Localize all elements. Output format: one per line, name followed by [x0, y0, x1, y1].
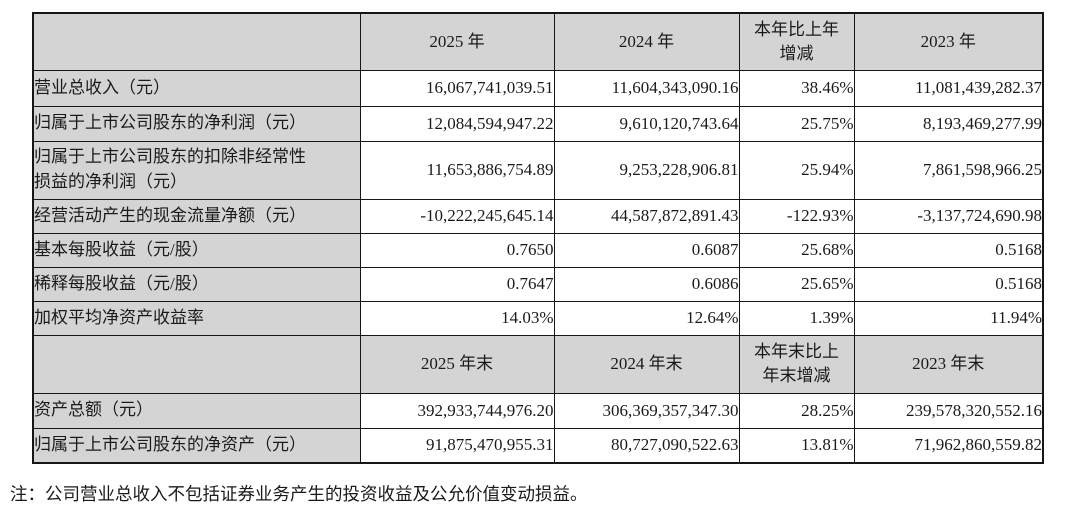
table-row-operating-cash-flow: 经营活动产生的现金流量净额（元） -10,222,245,645.14 44,5… [32, 198, 1044, 234]
cell-change-value: 13.81% [738, 427, 855, 464]
table-header-row-period-end: 2025 年末 2024 年末 本年末比上 年末增减 2023 年末 [32, 334, 1044, 394]
column-header-2024-year-end: 2024 年末 [553, 334, 740, 394]
cell-change-value: 25.68% [738, 232, 855, 268]
header-blank-cell [32, 334, 361, 394]
cell-2023-value: 11.94% [853, 300, 1044, 336]
row-label: 归属于上市公司股东的净利润（元） [32, 105, 361, 142]
cell-change-value: 28.25% [738, 392, 855, 429]
cell-2025-value: -10,222,245,645.14 [359, 198, 555, 234]
cell-change-value: 25.94% [738, 140, 855, 200]
column-header-yoy-change: 本年比上年 增减 [738, 12, 855, 71]
table-header-row-annual: 2025 年 2024 年 本年比上年 增减 2023 年 [32, 12, 1044, 71]
cell-2025-value: 16,067,741,039.51 [359, 69, 555, 107]
cell-2025-value: 392,933,744,976.20 [359, 392, 555, 429]
cell-2024-value: 306,369,357,347.30 [553, 392, 740, 429]
cell-2025-value: 0.7650 [359, 232, 555, 268]
cell-2023-value: 0.5168 [853, 232, 1044, 268]
row-label: 归属于上市公司股东的净资产（元） [32, 427, 361, 464]
column-header-2023: 2023 年 [853, 12, 1044, 71]
table-row-net-profit-excl-nonrecurring: 归属于上市公司股东的扣除非经常性 损益的净利润（元） 11,653,886,75… [32, 140, 1044, 200]
cell-2024-value: 0.6087 [553, 232, 740, 268]
table-row-weighted-avg-roe: 加权平均净资产收益率 14.03% 12.64% 1.39% 11.94% [32, 300, 1044, 336]
table-row-net-assets: 归属于上市公司股东的净资产（元） 91,875,470,955.31 80,72… [32, 427, 1044, 464]
footnote: 注：公司营业总收入不包括证券业务产生的投资收益及公允价值变动损益。 [10, 484, 588, 504]
cell-2024-value: 0.6086 [553, 266, 740, 302]
cell-2024-value: 80,727,090,522.63 [553, 427, 740, 464]
cell-2024-value: 9,253,228,906.81 [553, 140, 740, 200]
cell-2023-value: -3,137,724,690.98 [853, 198, 1044, 234]
cell-2024-value: 9,610,120,743.64 [553, 105, 740, 142]
column-header-2023-year-end: 2023 年末 [853, 334, 1044, 394]
key-financials-table: 2025 年 2024 年 本年比上年 增减 2023 年 营业总收入（元） 1… [32, 12, 1044, 464]
row-label: 稀释每股收益（元/股） [32, 266, 361, 302]
table-row-total-revenue: 营业总收入（元） 16,067,741,039.51 11,604,343,09… [32, 69, 1044, 107]
table-row-total-assets: 资产总额（元） 392,933,744,976.20 306,369,357,3… [32, 392, 1044, 429]
cell-change-value: 1.39% [738, 300, 855, 336]
row-label: 归属于上市公司股东的扣除非经常性 损益的净利润（元） [32, 140, 361, 200]
row-label: 经营活动产生的现金流量净额（元） [32, 198, 361, 234]
cell-2023-value: 7,861,598,966.25 [853, 140, 1044, 200]
cell-2025-value: 11,653,886,754.89 [359, 140, 555, 200]
cell-2025-value: 14.03% [359, 300, 555, 336]
financial-summary-page: 2025 年 2024 年 本年比上年 增减 2023 年 营业总收入（元） 1… [0, 12, 1080, 517]
cell-change-value: 25.75% [738, 105, 855, 142]
cell-2025-value: 91,875,470,955.31 [359, 427, 555, 464]
table-row-diluted-eps: 稀释每股收益（元/股） 0.7647 0.6086 25.65% 0.5168 [32, 266, 1044, 302]
column-header-2024: 2024 年 [553, 12, 740, 71]
cell-change-value: -122.93% [738, 198, 855, 234]
row-label: 加权平均净资产收益率 [32, 300, 361, 336]
cell-change-value: 25.65% [738, 266, 855, 302]
cell-2024-value: 12.64% [553, 300, 740, 336]
cell-2023-value: 8,193,469,277.99 [853, 105, 1044, 142]
cell-2023-value: 11,081,439,282.37 [853, 69, 1044, 107]
cell-2023-value: 71,962,860,559.82 [853, 427, 1044, 464]
cell-2023-value: 0.5168 [853, 266, 1044, 302]
column-header-2025: 2025 年 [359, 12, 555, 71]
column-header-2025-year-end: 2025 年末 [359, 334, 555, 394]
cell-change-value: 38.46% [738, 69, 855, 107]
cell-2024-value: 11,604,343,090.16 [553, 69, 740, 107]
column-header-year-end-change: 本年末比上 年末增减 [738, 334, 855, 394]
cell-2024-value: 44,587,872,891.43 [553, 198, 740, 234]
cell-2023-value: 239,578,320,552.16 [853, 392, 1044, 429]
header-blank-cell [32, 12, 361, 71]
row-label: 资产总额（元） [32, 392, 361, 429]
row-label: 基本每股收益（元/股） [32, 232, 361, 268]
table-row-net-profit: 归属于上市公司股东的净利润（元） 12,084,594,947.22 9,610… [32, 105, 1044, 142]
table-row-basic-eps: 基本每股收益（元/股） 0.7650 0.6087 25.68% 0.5168 [32, 232, 1044, 268]
row-label: 营业总收入（元） [32, 69, 361, 107]
cell-2025-value: 12,084,594,947.22 [359, 105, 555, 142]
cell-2025-value: 0.7647 [359, 266, 555, 302]
